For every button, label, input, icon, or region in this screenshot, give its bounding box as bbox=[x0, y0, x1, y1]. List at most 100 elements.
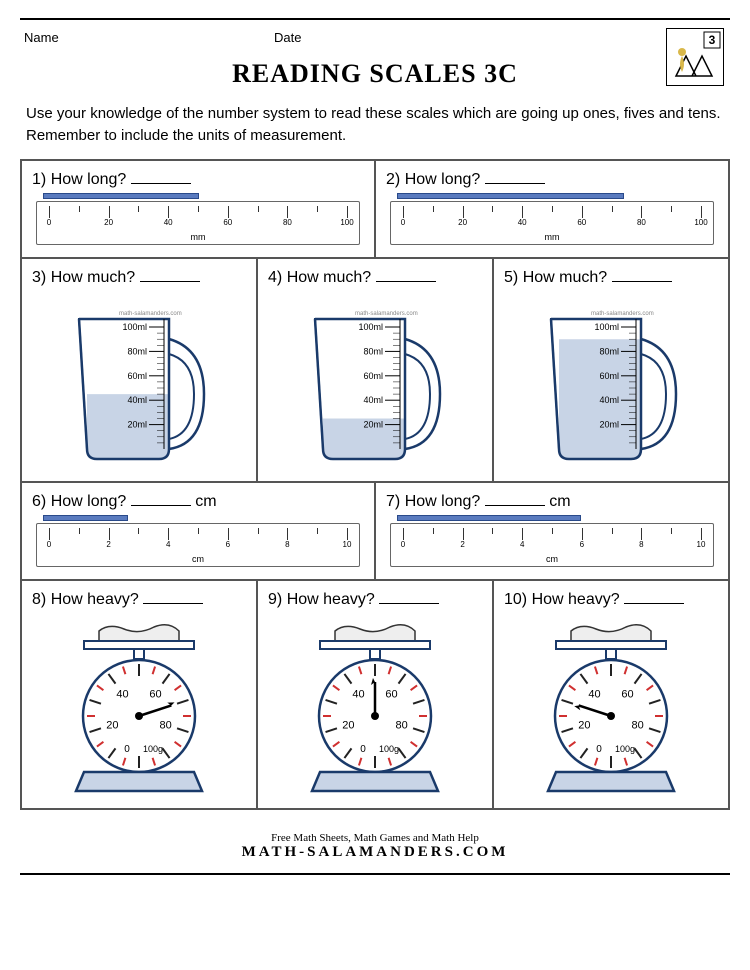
svg-text:math-salamanders.com: math-salamanders.com bbox=[355, 311, 418, 317]
q-text: How long? bbox=[405, 493, 481, 510]
name-label: Name bbox=[24, 30, 274, 45]
answer-blank[interactable] bbox=[612, 281, 672, 282]
instructions: Use your knowledge of the number system … bbox=[20, 103, 730, 159]
svg-text:20ml: 20ml bbox=[127, 419, 147, 429]
q-text: How long? bbox=[51, 493, 127, 510]
svg-text:math-salamanders.com: math-salamanders.com bbox=[591, 311, 654, 317]
svg-text:20ml: 20ml bbox=[599, 419, 619, 429]
svg-text:60ml: 60ml bbox=[363, 370, 383, 380]
q-text: How heavy? bbox=[287, 591, 375, 608]
svg-text:80ml: 80ml bbox=[599, 346, 619, 356]
ruler-unit: cm bbox=[37, 554, 359, 564]
header-row: Name Date bbox=[20, 30, 730, 53]
svg-text:80ml: 80ml bbox=[127, 346, 147, 356]
svg-text:0: 0 bbox=[596, 744, 602, 755]
problem-cell: 4) How much? math-salamanders.com 20ml 40… bbox=[257, 258, 493, 482]
q-number: 6) bbox=[32, 493, 46, 510]
unit-suffix: cm bbox=[195, 493, 216, 510]
svg-text:60ml: 60ml bbox=[599, 370, 619, 380]
answer-blank[interactable] bbox=[140, 281, 200, 282]
answer-blank[interactable] bbox=[376, 281, 436, 282]
ruler-unit: cm bbox=[391, 554, 713, 564]
svg-text:80ml: 80ml bbox=[363, 346, 383, 356]
problems-grid: 1) How long? 020406080100mm2) How long? … bbox=[20, 159, 730, 810]
svg-text:20: 20 bbox=[342, 719, 354, 731]
svg-text:40: 40 bbox=[116, 688, 128, 700]
ruler: 020406080100mm bbox=[36, 201, 360, 245]
q-text: How long? bbox=[51, 171, 127, 188]
svg-text:80: 80 bbox=[396, 719, 408, 731]
problem-cell: 8) How heavy? 204060800100g bbox=[21, 580, 257, 809]
svg-text:60: 60 bbox=[621, 688, 633, 700]
svg-text:100g: 100g bbox=[379, 744, 399, 754]
svg-text:20: 20 bbox=[578, 719, 590, 731]
scale-diagram: 20 40 60 80 0 100g bbox=[44, 621, 234, 796]
measurement-bar bbox=[43, 193, 199, 199]
problem-cell: 2) How long? 020406080100mm bbox=[375, 160, 729, 258]
measurement-bar bbox=[397, 515, 581, 521]
scale-diagram: 20 40 60 80 0 100g bbox=[280, 621, 470, 796]
ruler-unit: mm bbox=[37, 232, 359, 242]
ruler: 0246810cm bbox=[390, 523, 714, 567]
footer-site: MATH-SALAMANDERS.COM bbox=[20, 844, 730, 861]
q-number: 1) bbox=[32, 171, 46, 188]
svg-text:20: 20 bbox=[106, 719, 118, 731]
date-label: Date bbox=[274, 30, 301, 45]
svg-text:80: 80 bbox=[160, 719, 172, 731]
svg-text:0: 0 bbox=[124, 744, 130, 755]
page-title: READING SCALES 3C bbox=[20, 53, 730, 103]
q-number: 9) bbox=[268, 591, 282, 608]
svg-text:100g: 100g bbox=[615, 744, 635, 754]
problem-cell: 6) How long? cm0246810cm bbox=[21, 482, 375, 580]
q-number: 5) bbox=[504, 269, 518, 286]
grade-number: 3 bbox=[709, 33, 716, 47]
ruler: 0246810cm bbox=[36, 523, 360, 567]
q-number: 10) bbox=[504, 591, 527, 608]
svg-text:60: 60 bbox=[385, 688, 397, 700]
q-number: 3) bbox=[32, 269, 46, 286]
svg-text:40ml: 40ml bbox=[127, 395, 147, 405]
answer-blank[interactable] bbox=[379, 603, 439, 604]
scale-diagram: 204060800100g bbox=[516, 621, 706, 796]
answer-blank[interactable] bbox=[143, 603, 203, 604]
problem-cell: 5) How much? math-salamanders.com 20ml 40… bbox=[493, 258, 729, 482]
q-number: 4) bbox=[268, 269, 282, 286]
svg-text:100ml: 100ml bbox=[122, 322, 147, 332]
svg-text:40ml: 40ml bbox=[363, 395, 383, 405]
answer-blank[interactable] bbox=[485, 183, 545, 184]
svg-text:40: 40 bbox=[352, 688, 364, 700]
ruler: 020406080100mm bbox=[390, 201, 714, 245]
answer-blank[interactable] bbox=[131, 183, 191, 184]
q-number: 8) bbox=[32, 591, 46, 608]
worksheet-page: Name Date 3 READING SCALES 3C Use your k… bbox=[20, 18, 730, 810]
ruler-unit: mm bbox=[391, 232, 713, 242]
svg-text:100ml: 100ml bbox=[358, 322, 383, 332]
svg-text:100g: 100g bbox=[143, 744, 163, 754]
q-text: How much? bbox=[523, 269, 607, 286]
svg-text:100ml: 100ml bbox=[594, 322, 619, 332]
grade-badge: 3 bbox=[666, 28, 724, 86]
footer-tagline: Free Math Sheets, Math Games and Math He… bbox=[20, 832, 730, 844]
measurement-bar bbox=[43, 515, 128, 521]
footer: Free Math Sheets, Math Games and Math He… bbox=[20, 820, 730, 875]
q-text: How heavy? bbox=[532, 591, 620, 608]
svg-text:40ml: 40ml bbox=[599, 395, 619, 405]
answer-blank[interactable] bbox=[131, 505, 191, 506]
answer-blank[interactable] bbox=[485, 505, 545, 506]
svg-text:40: 40 bbox=[588, 688, 600, 700]
jug-diagram: math-salamanders.com 20ml40ml60ml80ml100… bbox=[49, 299, 229, 469]
problem-cell: 9) How heavy? 20 40 60 80 0 100g bbox=[257, 580, 493, 809]
problem-cell: 10) How heavy? 204060800100g bbox=[493, 580, 729, 809]
problem-cell: 3) How much? math-salamanders.com 20ml40… bbox=[21, 258, 257, 482]
answer-blank[interactable] bbox=[624, 603, 684, 604]
problem-cell: 7) How long? cm0246810cm bbox=[375, 482, 729, 580]
svg-text:20ml: 20ml bbox=[363, 419, 383, 429]
q-number: 2) bbox=[386, 171, 400, 188]
svg-text:60: 60 bbox=[149, 688, 161, 700]
measurement-bar bbox=[397, 193, 624, 199]
q-text: How much? bbox=[287, 269, 371, 286]
jug-diagram: math-salamanders.com 20ml 40ml 60ml 80ml 100… bbox=[521, 299, 701, 469]
jug-diagram: math-salamanders.com 20ml 40ml 60ml 80ml 100… bbox=[285, 299, 465, 469]
svg-text:0: 0 bbox=[360, 744, 366, 755]
q-text: How long? bbox=[405, 171, 481, 188]
